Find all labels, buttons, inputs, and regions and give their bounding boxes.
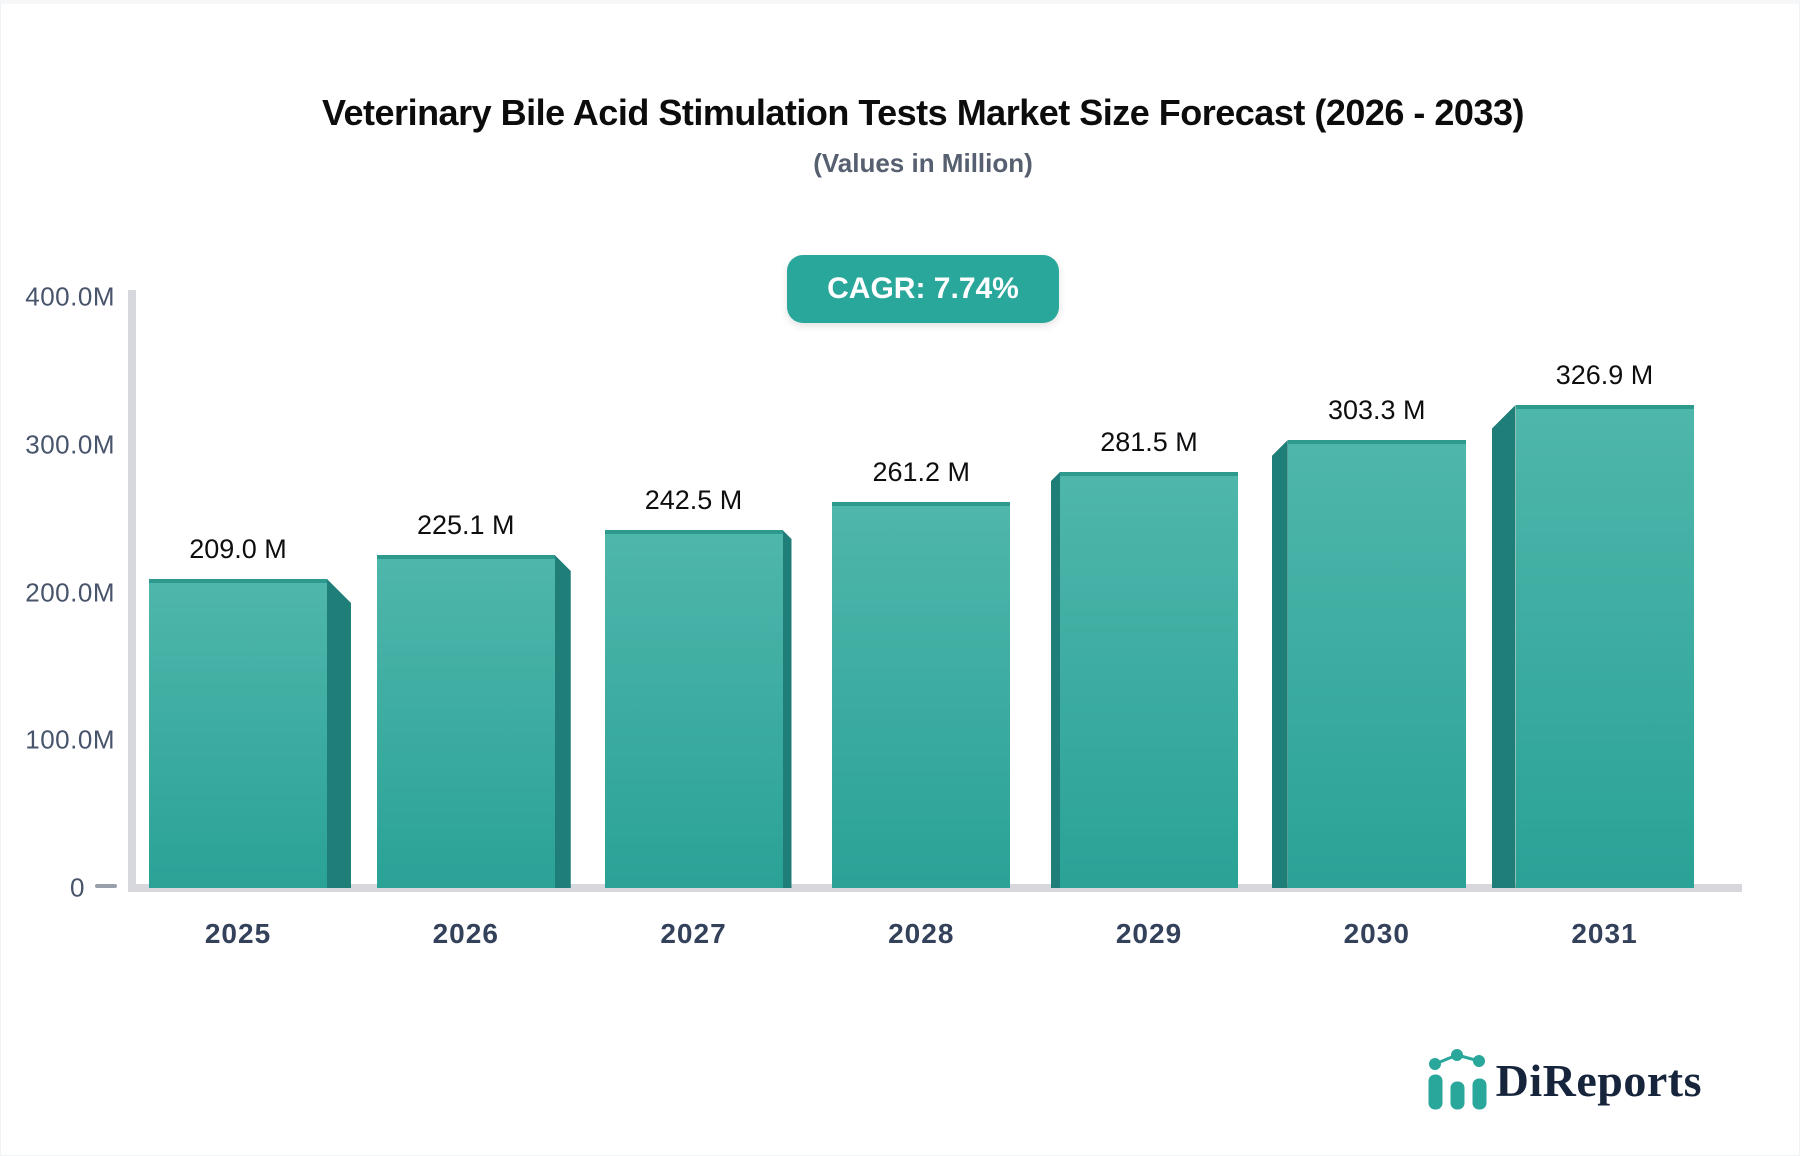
y-tick-label: 400.0M [25, 281, 115, 312]
bar-chart-logo-icon [1428, 1049, 1487, 1110]
bar-2025[interactable] [149, 579, 327, 888]
top-edge-strip [0, 0, 1800, 4]
x-axis-label-2029: 2029 [1115, 918, 1183, 949]
bar-2028[interactable] [832, 502, 1011, 888]
bar-value-label: 261.2 M [872, 457, 971, 487]
x-axis-baseline [128, 884, 1742, 892]
bar-2030[interactable] [1287, 440, 1466, 888]
bar-side-face-2031 [1491, 405, 1516, 888]
bar-value-label: 303.3 M [1327, 395, 1426, 425]
chart-subtitle: (Values in Million) [813, 148, 1033, 178]
bar-side-face-2029 [1051, 472, 1060, 888]
x-axis-label-2027: 2027 [660, 918, 727, 949]
y-axis-line [128, 290, 136, 886]
y-tick-label: 200.0M [25, 577, 115, 607]
bar-2026[interactable] [376, 555, 555, 888]
chart-title: Veterinary Bile Acid Stimulation Tests M… [322, 92, 1524, 133]
cagr-badge: CAGR: 7.74% [787, 255, 1059, 323]
x-axis-label-2031: 2031 [1571, 918, 1638, 949]
bar-2031[interactable] [1515, 405, 1694, 888]
y-tick-label: 100.0M [25, 724, 115, 755]
direports-logo[interactable]: DiReports [1426, 1048, 1702, 1112]
bar-value-label: 242.5 M [644, 485, 743, 515]
y-tick-label: 0 [70, 872, 85, 903]
brand-name: DiReports [1495, 1054, 1702, 1106]
bar-side-face-2026 [554, 555, 571, 888]
bar-value-label: 209.0 M [189, 534, 287, 564]
zero-tick-dash [95, 884, 117, 888]
bar-side-face-2027 [782, 530, 792, 888]
x-axis-label-2028: 2028 [888, 918, 955, 949]
bar-2029[interactable] [1060, 472, 1238, 888]
bar-value-label: 326.9 M [1555, 360, 1654, 390]
bar-side-face-2025 [327, 579, 351, 888]
bar-value-label: 225.1 M [416, 510, 515, 540]
x-axis-label-2030: 2030 [1343, 918, 1410, 949]
x-axis-label-2026: 2026 [432, 918, 499, 949]
cagr-badge-label: CAGR: 7.74% [827, 272, 1019, 305]
cagr-badge-row: CAGR: 7.74% [0, 255, 1800, 323]
x-axis-label-2025: 2025 [204, 918, 272, 949]
bar-side-face-2030 [1271, 440, 1288, 888]
bar-value-label: 281.5 M [1100, 427, 1198, 457]
bar-2027[interactable] [604, 530, 783, 888]
y-tick-label: 300.0M [25, 429, 115, 460]
